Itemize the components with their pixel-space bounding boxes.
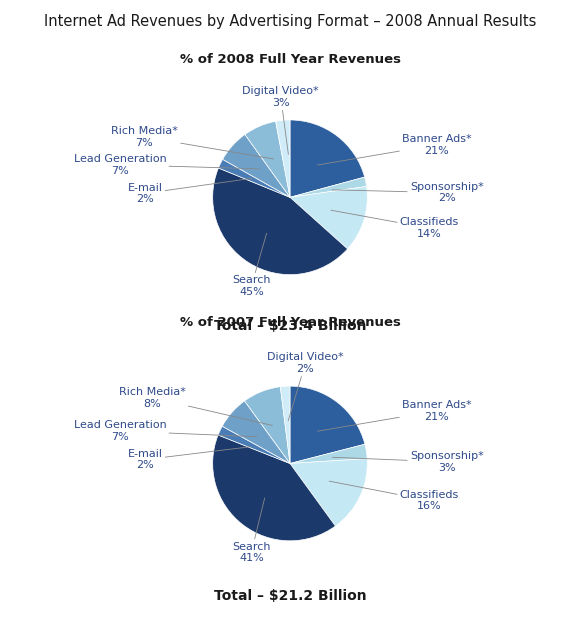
- Text: Internet Ad Revenues by Advertising Format – 2008 Annual Results: Internet Ad Revenues by Advertising Form…: [44, 14, 536, 28]
- Text: % of 2007 Full Year Revenues: % of 2007 Full Year Revenues: [180, 316, 400, 329]
- Text: Total – $23.4 Billion: Total – $23.4 Billion: [214, 319, 366, 333]
- Text: Search
45%: Search 45%: [232, 233, 271, 297]
- Wedge shape: [290, 120, 365, 197]
- Wedge shape: [213, 168, 347, 275]
- Text: Sponsorship*
2%: Sponsorship* 2%: [332, 182, 484, 204]
- Text: % of 2008 Full Year Revenues: % of 2008 Full Year Revenues: [179, 53, 401, 66]
- Text: Total – $21.2 Billion: Total – $21.2 Billion: [213, 589, 367, 604]
- Wedge shape: [245, 121, 290, 197]
- Wedge shape: [213, 435, 335, 541]
- Wedge shape: [218, 426, 290, 464]
- Text: Lead Generation
7%: Lead Generation 7%: [74, 154, 259, 176]
- Text: Banner Ads*
21%: Banner Ads* 21%: [317, 134, 472, 165]
- Text: Classifieds
16%: Classifieds 16%: [329, 481, 459, 511]
- Wedge shape: [280, 386, 290, 464]
- Text: Digital Video*
2%: Digital Video* 2%: [267, 352, 344, 421]
- Wedge shape: [219, 159, 290, 197]
- Wedge shape: [290, 386, 365, 464]
- Text: E-mail
2%: E-mail 2%: [128, 447, 251, 470]
- Wedge shape: [222, 401, 290, 464]
- Text: Lead Generation
7%: Lead Generation 7%: [74, 420, 257, 442]
- Text: Digital Video*
3%: Digital Video* 3%: [242, 86, 319, 154]
- Text: Rich Media*
8%: Rich Media* 8%: [119, 387, 273, 425]
- Text: Banner Ads*
21%: Banner Ads* 21%: [317, 400, 472, 431]
- Text: Rich Media*
7%: Rich Media* 7%: [111, 126, 274, 159]
- Text: Sponsorship*
3%: Sponsorship* 3%: [332, 451, 484, 473]
- Wedge shape: [290, 186, 367, 249]
- Text: Search
41%: Search 41%: [232, 498, 271, 563]
- Text: E-mail
2%: E-mail 2%: [128, 178, 252, 204]
- Wedge shape: [245, 387, 290, 464]
- Wedge shape: [290, 177, 367, 197]
- Wedge shape: [276, 120, 290, 197]
- Wedge shape: [290, 444, 367, 464]
- Wedge shape: [223, 134, 290, 197]
- Text: Classifieds
14%: Classifieds 14%: [331, 210, 459, 239]
- Wedge shape: [290, 459, 367, 526]
